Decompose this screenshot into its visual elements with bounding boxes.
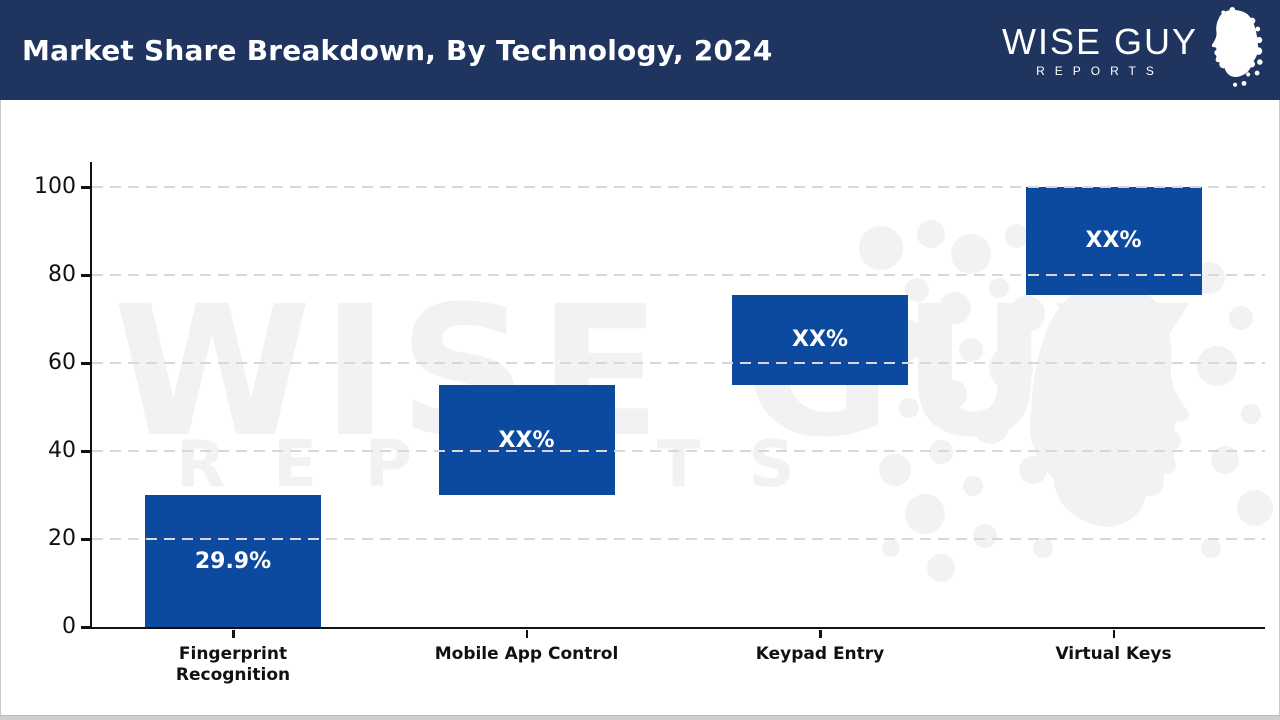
y-axis-tick-label: 40: [48, 438, 76, 463]
y-axis-tick: [81, 626, 90, 629]
x-axis-tick: [232, 630, 235, 638]
logo-subtitle: REPORTS: [1036, 63, 1164, 78]
x-axis-tick: [819, 630, 822, 638]
x-axis-tick: [525, 630, 528, 638]
y-axis-tick: [81, 362, 90, 365]
waterfall-bar: XX%: [732, 294, 908, 385]
chart-area: WISE GUY REPORTS 29.9%XX%XX%XX%020406080…: [0, 100, 1280, 715]
y-axis-tick: [81, 450, 90, 453]
waterfall-bar: XX%: [438, 385, 615, 496]
gridline: [92, 186, 1265, 188]
bar-value-label: 29.9%: [194, 548, 272, 574]
y-axis-tick: [81, 538, 90, 541]
x-axis-category-label: Keypad Entry: [755, 644, 885, 664]
x-axis-category-label: Mobile App Control: [434, 644, 619, 664]
logo-face-icon: [1211, 7, 1263, 87]
waterfall-bar: 29.9%: [145, 495, 321, 627]
plot-area: 29.9% XX% XX% XX% 0 20 40 60 80 100 Fingerprint Re…: [34, 162, 1265, 685]
y-axis-tick-label: 100: [34, 174, 76, 199]
x-axis-category-label: Fingerprint Recognition: [175, 644, 291, 685]
gridline: [92, 450, 1265, 452]
gridline: [92, 538, 1265, 540]
wise-guy-reports-logo: WISE GUY REPORTS: [1002, 6, 1266, 94]
x-axis-category-label: Virtual Keys: [1055, 644, 1172, 664]
y-axis-tick-label: 60: [48, 350, 76, 375]
y-axis-tick: [81, 186, 90, 189]
bar-value-label: XX%: [1085, 228, 1142, 254]
footer-strip: [0, 715, 1280, 720]
watermark-face-icon: [859, 220, 1273, 582]
y-axis-tick-label: 0: [62, 614, 76, 639]
logo-wordmark: WISE GUY: [1001, 20, 1198, 62]
bar-value-label: XX%: [498, 427, 555, 453]
gridline: [92, 362, 1265, 364]
y-axis-tick-label: 80: [48, 262, 76, 287]
waterfall-bar: XX%: [1025, 187, 1202, 295]
x-axis-tick: [1112, 630, 1115, 638]
y-axis-tick: [81, 274, 90, 277]
page-title: Market Share Breakdown, By Technology, 2…: [22, 33, 773, 67]
header-bar: Market Share Breakdown, By Technology, 2…: [0, 0, 1280, 100]
bar-value-label: XX%: [792, 327, 848, 353]
y-axis-tick-label: 20: [48, 526, 76, 551]
gridline: [92, 274, 1265, 276]
logo-text: WISE GUY REPORTS: [1001, 20, 1198, 78]
